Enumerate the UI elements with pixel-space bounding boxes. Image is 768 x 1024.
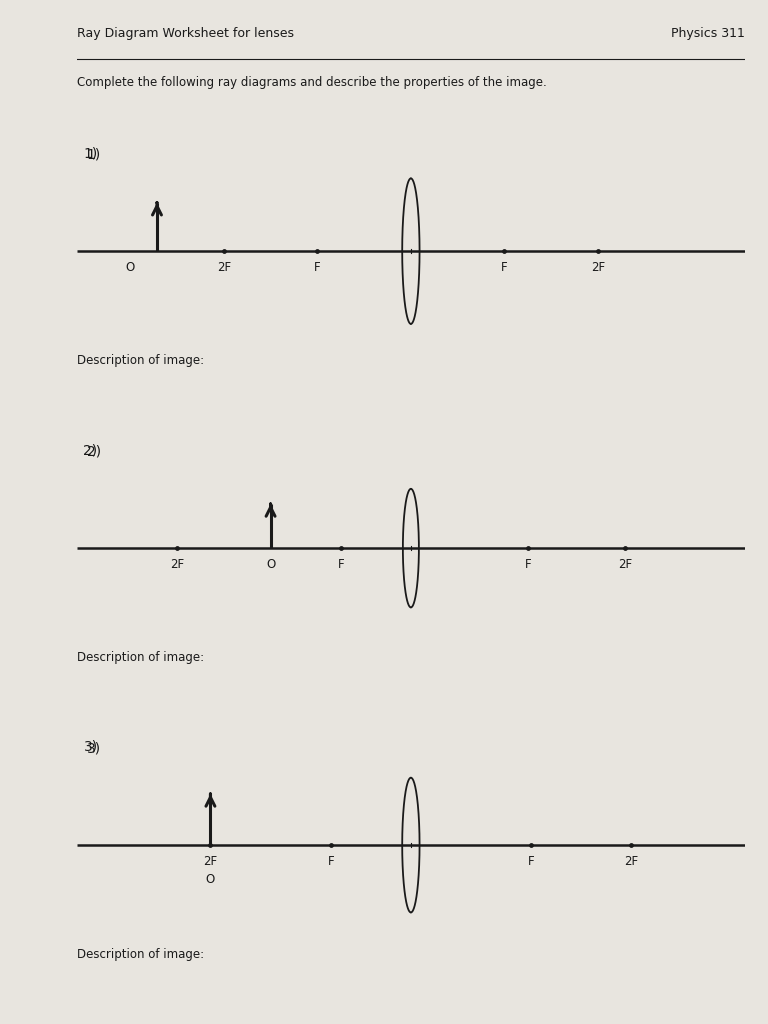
Text: Description of image:: Description of image: (77, 354, 204, 368)
Text: F: F (314, 261, 321, 273)
Text: F: F (327, 855, 334, 867)
Text: Description of image:: Description of image: (77, 948, 204, 962)
Text: Description of image:: Description of image: (77, 651, 204, 665)
Text: 1): 1) (84, 146, 98, 160)
Text: 2F: 2F (170, 558, 184, 570)
Text: 2F: 2F (624, 855, 638, 867)
Text: O: O (266, 558, 275, 570)
Text: Complete the following ray diagrams and describe the properties of the image.: Complete the following ray diagrams and … (77, 76, 547, 89)
Text: O: O (126, 261, 135, 273)
Text: F: F (337, 558, 344, 570)
Text: F: F (501, 261, 508, 273)
Text: F: F (528, 855, 535, 867)
Text: 2F: 2F (591, 261, 605, 273)
Text: 1): 1) (87, 147, 101, 162)
Text: 2F: 2F (204, 855, 217, 867)
Text: 3): 3) (87, 741, 101, 756)
Text: 2F: 2F (217, 261, 231, 273)
Text: Ray Diagram Worksheet for lenses: Ray Diagram Worksheet for lenses (77, 28, 294, 40)
Text: 2): 2) (87, 444, 101, 459)
Text: 2F: 2F (617, 558, 632, 570)
Text: O: O (206, 873, 215, 886)
Text: 3): 3) (84, 740, 98, 754)
Text: 2): 2) (84, 443, 98, 457)
Text: F: F (525, 558, 531, 570)
Text: Physics 311: Physics 311 (671, 28, 745, 40)
